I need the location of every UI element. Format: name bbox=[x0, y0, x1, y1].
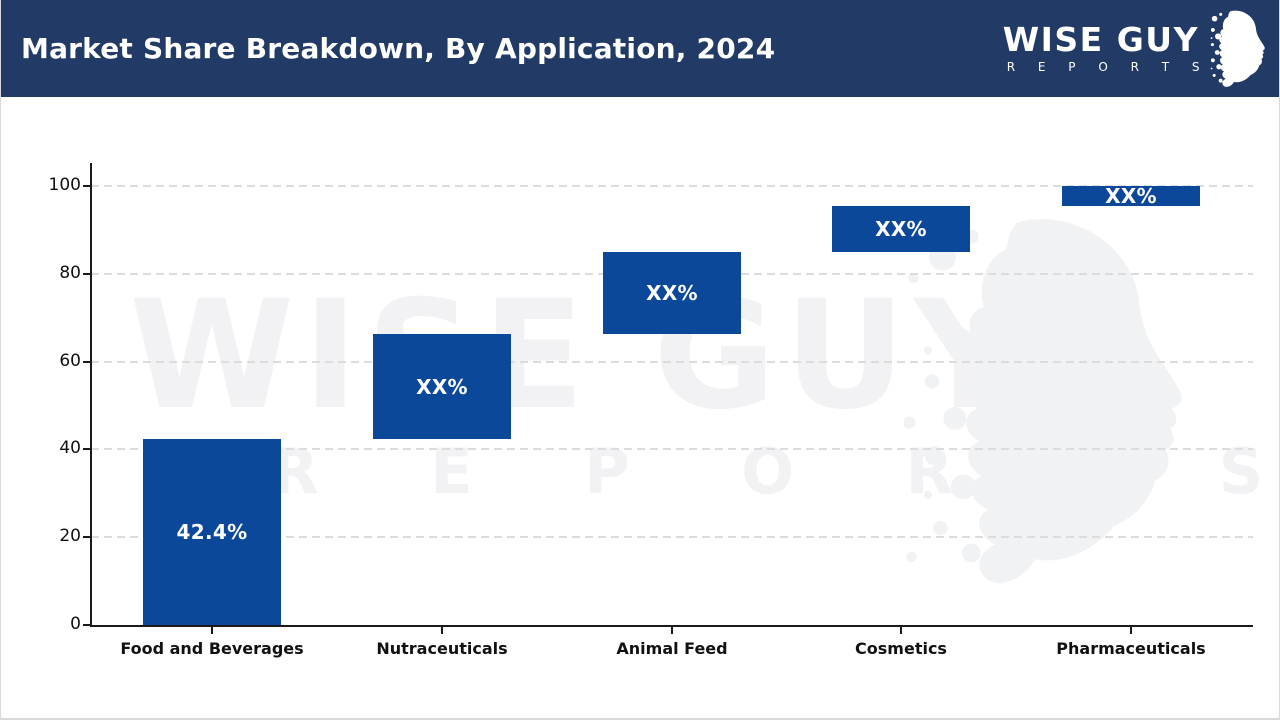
y-tick-label-20: 20 bbox=[59, 526, 81, 546]
bar-nutraceuticals: XX% bbox=[373, 334, 511, 439]
bar-value-label-cosmetics: XX% bbox=[875, 217, 927, 241]
gridline-100 bbox=[91, 185, 1253, 187]
bar-value-label-animal-feed: XX% bbox=[646, 281, 698, 305]
brand-name: WISE GUY bbox=[1002, 20, 1199, 59]
page-title: Market Share Breakdown, By Application, … bbox=[21, 32, 776, 65]
y-tick-100 bbox=[83, 185, 91, 187]
brand-logo-text: WISE GUY R E P O R T S bbox=[1003, 23, 1209, 74]
y-tick-label-100: 100 bbox=[48, 175, 81, 195]
x-axis-spine bbox=[90, 625, 1253, 627]
bar-food-and-beverages: 42.4% bbox=[143, 439, 281, 625]
gridline-60 bbox=[91, 361, 1253, 363]
y-axis-spine bbox=[90, 163, 92, 627]
x-axis-label-nutraceuticals: Nutraceuticals bbox=[376, 639, 508, 658]
brand-subtitle: R E P O R T S bbox=[1006, 60, 1209, 74]
brand-logo: WISE GUY R E P O R T S bbox=[1003, 10, 1267, 88]
x-tick-animal-feed bbox=[671, 626, 673, 634]
x-axis-label-animal-feed: Animal Feed bbox=[616, 639, 728, 658]
y-tick-20 bbox=[83, 536, 91, 538]
watermark-text-line1: WISE GUY bbox=[129, 269, 1031, 443]
bar-value-label-nutraceuticals: XX% bbox=[416, 374, 468, 399]
y-tick-40 bbox=[83, 448, 91, 450]
x-tick-cosmetics bbox=[900, 626, 902, 634]
y-tick-60 bbox=[83, 361, 91, 363]
y-tick-80 bbox=[83, 273, 91, 275]
y-tick-label-60: 60 bbox=[59, 351, 81, 371]
bar-value-label-pharmaceuticals: XX% bbox=[1105, 184, 1157, 208]
wise-guy-face-icon bbox=[1210, 10, 1265, 87]
gridline-40 bbox=[91, 448, 1253, 450]
bar-cosmetics: XX% bbox=[832, 206, 970, 252]
y-tick-0 bbox=[83, 624, 91, 626]
x-tick-nutraceuticals bbox=[441, 626, 443, 634]
y-tick-label-40: 40 bbox=[59, 438, 81, 458]
bar-animal-feed: XX% bbox=[603, 252, 741, 334]
x-axis-label-cosmetics: Cosmetics bbox=[855, 639, 947, 658]
x-tick-pharmaceuticals bbox=[1130, 626, 1132, 634]
y-tick-label-80: 80 bbox=[59, 263, 81, 283]
header-bar: Market Share Breakdown, By Application, … bbox=[1, 0, 1279, 97]
bar-pharmaceuticals: XX% bbox=[1062, 184, 1200, 208]
x-axis-label-food-and-beverages: Food and Beverages bbox=[120, 639, 304, 658]
x-tick-food-and-beverages bbox=[211, 626, 213, 634]
x-axis-label-pharmaceuticals: Pharmaceuticals bbox=[1056, 639, 1206, 658]
bar-value-label-food-and-beverages: 42.4% bbox=[176, 520, 248, 544]
y-tick-label-0: 0 bbox=[70, 614, 81, 634]
gridline-20 bbox=[91, 536, 1253, 538]
